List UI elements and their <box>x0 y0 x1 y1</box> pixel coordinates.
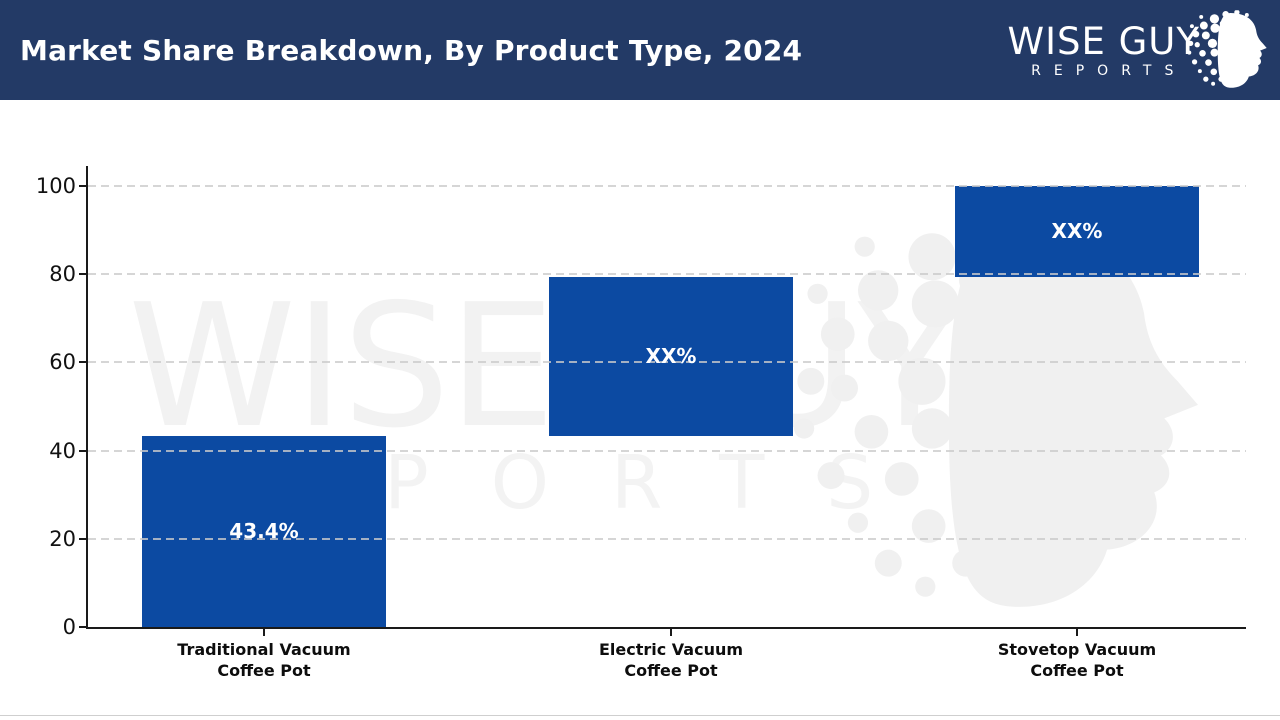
bottom-border <box>0 715 1280 716</box>
gridline <box>88 449 1246 452</box>
x-axis-category-label: Traditional Vacuum Coffee Pot <box>94 639 434 681</box>
y-axis-tick <box>79 273 87 276</box>
y-axis-tick <box>79 537 87 540</box>
bar-value-label: XX% <box>645 344 697 369</box>
y-axis-tick <box>79 185 87 187</box>
y-axis-label: 40 <box>49 438 76 463</box>
x-axis-tick <box>670 629 672 636</box>
logo-reports-text: REPORTS <box>1031 62 1187 79</box>
x-axis-category-line: Stovetop Vacuum <box>997 640 1157 659</box>
gridline <box>88 185 1246 187</box>
bar <box>549 276 793 436</box>
x-axis-line <box>86 627 1246 629</box>
logo-head-icon <box>1184 9 1270 91</box>
y-axis-tick <box>79 361 87 364</box>
x-axis-category-line: Coffee Pot <box>1030 661 1124 680</box>
watermark-wordmark: WISE GUY <box>128 268 962 466</box>
bar <box>142 435 386 627</box>
y-axis-label: 100 <box>35 174 76 198</box>
y-axis-tick <box>79 449 87 452</box>
x-axis-category-line: Coffee Pot <box>624 661 718 680</box>
x-axis-category-line: Coffee Pot <box>217 661 311 680</box>
x-axis-category-label: Stovetop Vacuum Coffee Pot <box>907 639 1247 681</box>
y-axis-tick <box>79 626 87 628</box>
x-axis-category-label: Electric Vacuum Coffee Pot <box>501 639 841 681</box>
y-axis-label: 80 <box>49 262 76 287</box>
y-axis-line <box>86 166 88 629</box>
logo-wiseguy-text: WISE GUY <box>1007 19 1200 63</box>
gridline <box>88 537 1246 540</box>
gridline <box>88 361 1246 364</box>
x-axis-category-line: Electric Vacuum <box>598 640 744 659</box>
bar-value-label: XX% <box>1051 219 1103 244</box>
x-axis-tick <box>263 629 265 636</box>
x-axis-category-line: Traditional Vacuum <box>177 640 351 659</box>
y-axis-label: 0 <box>62 615 76 639</box>
y-axis-label: 60 <box>49 350 76 375</box>
chart-title: Market Share Breakdown, By Product Type,… <box>20 33 803 67</box>
y-axis-label: 20 <box>49 526 76 551</box>
bar <box>955 186 1199 277</box>
x-axis-tick <box>1076 629 1078 636</box>
bar-value-label: 43.4% <box>229 519 299 544</box>
header: Market Share Breakdown, By Product Type,… <box>0 0 1280 100</box>
gridline <box>88 273 1246 276</box>
brand-logo: WISE GUY REPORTS <box>1008 8 1270 92</box>
logo-wordmark: WISE GUY REPORTS <box>1007 19 1200 79</box>
